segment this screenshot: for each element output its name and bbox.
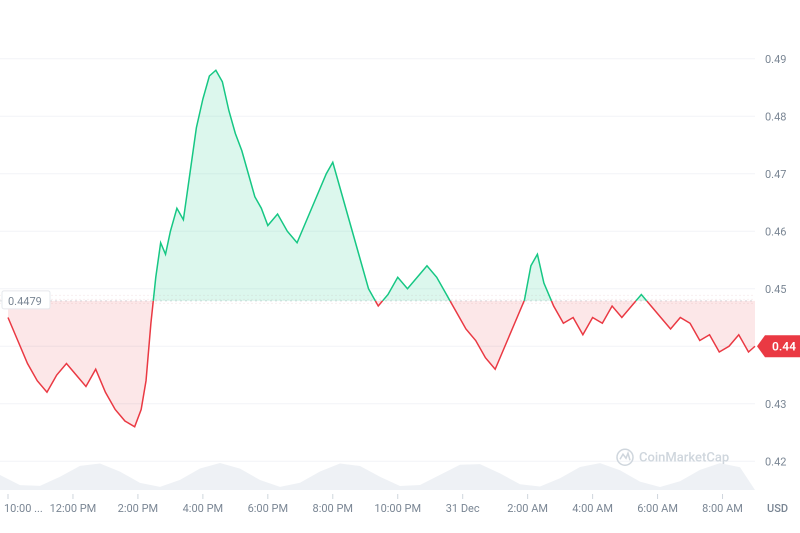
svg-text:4:00 AM: 4:00 AM bbox=[572, 502, 613, 515]
svg-text:0.49: 0.49 bbox=[765, 53, 786, 66]
svg-text:0.43: 0.43 bbox=[765, 398, 786, 411]
coinmarketcap-watermark: CoinMarketCap bbox=[617, 449, 729, 465]
svg-text:2:00 AM: 2:00 AM bbox=[507, 502, 548, 515]
svg-text:8:00 PM: 8:00 PM bbox=[313, 502, 353, 515]
chart-svg: 0.42 0.43 0.44 0.45 0.46 0.47 0.48 0.49 10:00 .… bbox=[0, 0, 800, 533]
svg-text:10:00 ...: 10:00 ... bbox=[4, 502, 43, 515]
coinmarketcap-icon bbox=[617, 449, 633, 465]
baseline-label: 0.4479 bbox=[2, 291, 50, 309]
svg-text:6:00 PM: 6:00 PM bbox=[248, 502, 288, 515]
svg-text:0.48: 0.48 bbox=[765, 110, 786, 123]
svg-text:10:00 PM: 10:00 PM bbox=[374, 502, 421, 515]
svg-text:2:00 PM: 2:00 PM bbox=[118, 502, 158, 515]
svg-text:8:00 AM: 8:00 AM bbox=[702, 502, 743, 515]
x-axis-ticks: 10:00 ... 12:00 PM 2:00 PM 4:00 PM 6:00 PM 8:… bbox=[4, 494, 743, 515]
svg-text:6:00 AM: 6:00 AM bbox=[637, 502, 678, 515]
watermark-text: CoinMarketCap bbox=[639, 450, 729, 465]
svg-text:0.45: 0.45 bbox=[765, 283, 786, 296]
baseline-value: 0.4479 bbox=[8, 295, 42, 308]
y-axis-ticks: 0.420.430.440.450.460.470.480.49 bbox=[765, 53, 786, 469]
svg-text:12:00 PM: 12:00 PM bbox=[50, 502, 97, 515]
current-price-flag: 0.44 bbox=[757, 335, 800, 357]
svg-text:4:00 PM: 4:00 PM bbox=[183, 502, 223, 515]
svg-text:0.47: 0.47 bbox=[765, 168, 786, 181]
current-price-value: 0.44 bbox=[772, 339, 796, 353]
svg-text:31 Dec: 31 Dec bbox=[446, 502, 480, 515]
svg-text:0.42: 0.42 bbox=[765, 455, 786, 468]
svg-text:0.46: 0.46 bbox=[765, 225, 786, 238]
area-below-baseline bbox=[8, 301, 755, 427]
volume-band bbox=[0, 463, 755, 490]
y-axis-unit: USD bbox=[767, 502, 788, 515]
price-chart[interactable]: 0.42 0.43 0.44 0.45 0.46 0.47 0.48 0.49 10:00 .… bbox=[0, 0, 800, 533]
